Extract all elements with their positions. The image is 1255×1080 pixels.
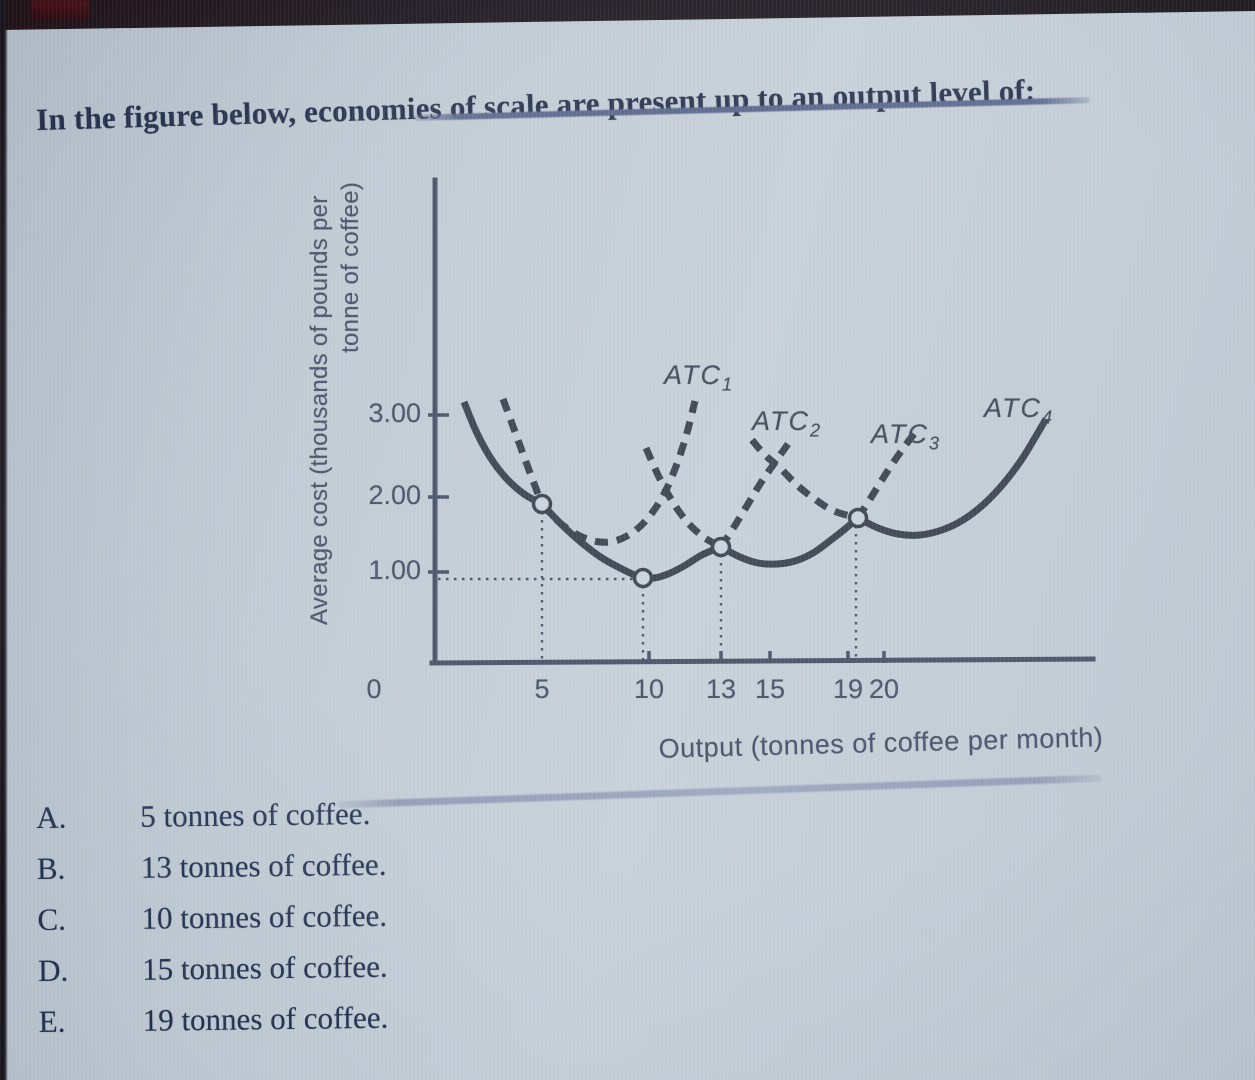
x-axis-line [429, 656, 1096, 666]
x-tick-label: 0 [366, 674, 382, 704]
x-tick-label: 5 [534, 674, 550, 704]
curve-crossing-marker [710, 536, 732, 558]
atc2-curve-solid-segment [539, 501, 723, 582]
x-tick-label: 10 [633, 674, 665, 704]
red-corner-patch [31, 0, 89, 20]
curve-crossing-marker [632, 567, 654, 589]
curve-crossing-marker [531, 493, 553, 515]
curve-label-atc1: ATC1 [664, 360, 733, 395]
x-tick-label: 20 [868, 674, 900, 704]
answer-options: A. 5 tonnes of coffee. B. 13 tonnes of coff… [36, 796, 389, 1055]
option-letter: E. [38, 1003, 66, 1039]
curve-label-atc2: ATC2 [752, 406, 821, 441]
option-letter: C. [37, 901, 67, 937]
answer-option-e: E. 19 tonnes of coffee. [38, 1000, 388, 1044]
answer-option-a: A. 5 tonnes of coffee. [36, 796, 386, 840]
option-letter: A. [36, 799, 67, 835]
atc2-curve-dashed-segment [499, 397, 546, 506]
option-letter: D. [37, 952, 69, 988]
photo-left-dark-edge [0, 0, 8, 1080]
y-tick-label: 2.00 [368, 480, 421, 510]
curve-crossing-marker [847, 507, 869, 529]
curve-label-atc3: ATC3 [871, 419, 940, 454]
x-tick-label: 19 [832, 674, 864, 704]
option-text: 13 tonnes of coffee. [140, 846, 387, 885]
option-text: 10 tonnes of coffee. [141, 897, 388, 936]
atc3-curve-dashed-segment [642, 446, 723, 551]
curve-label-atc4: ATC4 [984, 393, 1053, 428]
answer-option-c: C. 10 tonnes of coffee. [37, 898, 387, 942]
atc1-curve-solid-segment [460, 400, 544, 508]
atc4-curve-solid-segment [856, 417, 1049, 539]
y-tick-label: 3.00 [368, 398, 421, 428]
option-text: 5 tonnes of coffee. [139, 795, 371, 834]
answer-option-d: D. 15 tonnes of coffee. [38, 949, 388, 993]
option-text: 19 tonnes of coffee. [142, 999, 389, 1038]
atc3-curve-solid-segment [719, 515, 861, 568]
option-letter: B. [36, 850, 66, 886]
atc2-curve-dashed-segment [718, 441, 791, 549]
y-axis-label-line-1: Average cost (thousands of pounds per [306, 195, 333, 625]
y-tick-label: 1.00 [368, 555, 421, 585]
atc4-curve-dashed-segment [749, 437, 860, 522]
atc1-curve-dashed-segment [539, 400, 699, 546]
y-axis-label-line-2: tonne of coffee) [337, 181, 364, 353]
x-tick-label: 13 [705, 674, 737, 704]
answer-option-b: B. 13 tonnes of coffee. [37, 847, 387, 891]
x-tick-label: 15 [754, 674, 786, 704]
option-text: 15 tonnes of coffee. [141, 948, 388, 987]
atc3-curve-dashed-segment [855, 427, 920, 520]
